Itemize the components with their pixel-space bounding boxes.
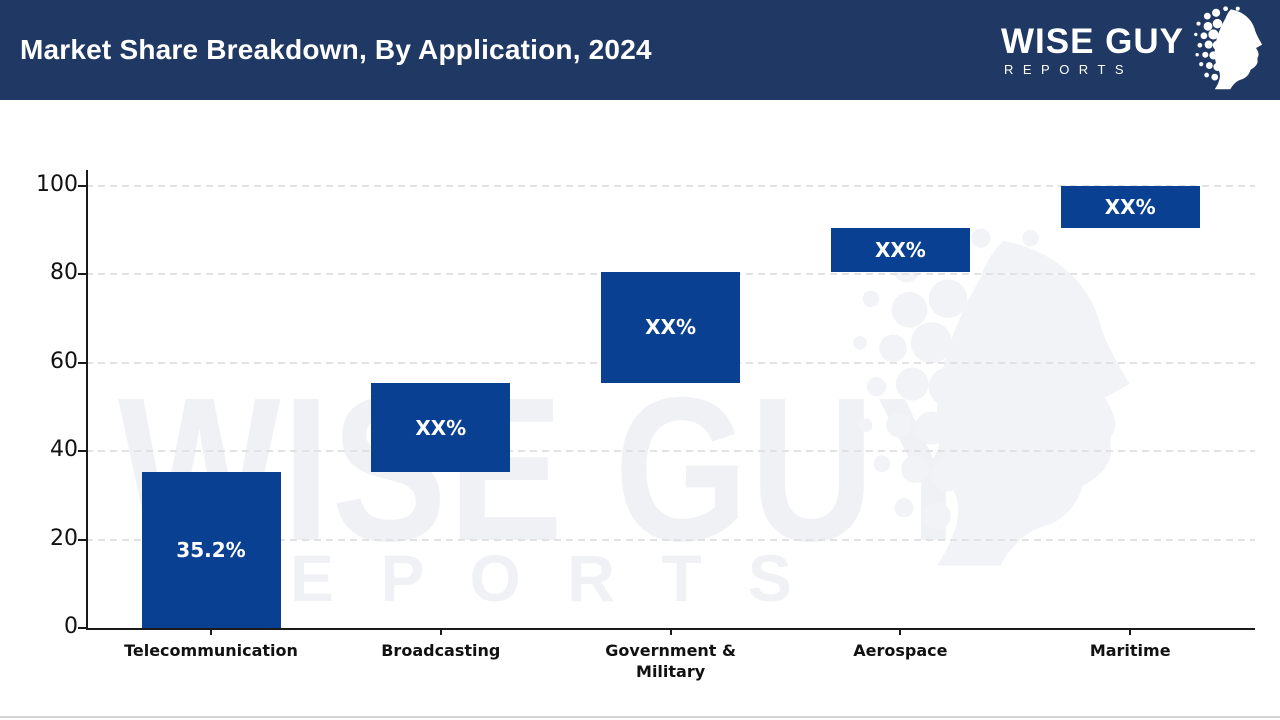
bar-value-label: XX% xyxy=(415,415,467,440)
y-tick-mark xyxy=(78,273,86,276)
bar-government-military: XX% xyxy=(601,271,741,384)
brand-name: WISE GUY xyxy=(1000,21,1184,61)
gridline-100 xyxy=(86,185,1255,187)
y-axis xyxy=(86,170,88,630)
y-tick-label: 40 xyxy=(50,437,78,463)
bar-value-label: 35.2% xyxy=(176,538,246,563)
watermark-reports-text: R E P O R T S xyxy=(196,541,806,615)
x-category-label: Government & Military xyxy=(605,641,736,681)
y-tick-mark xyxy=(78,185,86,187)
brand-logo: WISE GUY REPORTS xyxy=(1001,6,1280,94)
x-category-label: Telecommunication xyxy=(124,641,298,660)
bar-broadcasting: XX% xyxy=(371,383,511,473)
bottom-divider xyxy=(0,716,1280,718)
x-category-label: Aerospace xyxy=(853,641,948,660)
x-tick-mark xyxy=(439,628,442,635)
gridline-20 xyxy=(86,538,1255,541)
x-tick-mark xyxy=(669,628,672,635)
y-tick-label: 80 xyxy=(50,260,78,286)
y-tick-label: 20 xyxy=(50,525,78,551)
x-category-label: Broadcasting xyxy=(381,641,501,660)
x-tick-mark xyxy=(210,628,212,635)
y-tick-mark xyxy=(78,450,86,453)
brand-head-icon xyxy=(1194,6,1263,90)
header: Market Share Breakdown, By Application, … xyxy=(0,0,1280,100)
bar-value-label: XX% xyxy=(1104,195,1156,220)
brand-logo-text: WISE GUY REPORTS xyxy=(1001,24,1184,77)
brand-subtitle: REPORTS xyxy=(1003,61,1134,77)
bar-value-label: XX% xyxy=(874,238,926,263)
bar-maritime: XX% xyxy=(1060,186,1200,229)
y-tick-mark xyxy=(78,627,86,629)
y-tick-label: 0 xyxy=(64,614,78,639)
y-tick-mark xyxy=(78,538,86,541)
x-category-label: Maritime xyxy=(1089,641,1171,660)
page-title: Market Share Breakdown, By Application, … xyxy=(20,34,652,65)
y-tick-mark xyxy=(78,361,86,364)
y-tick-label: 100 xyxy=(36,172,78,197)
bar-telecommunication: 35.2% xyxy=(141,472,281,628)
x-tick-mark xyxy=(899,628,902,635)
y-tick-label: 60 xyxy=(50,348,78,374)
bar-aerospace: XX% xyxy=(830,228,970,272)
x-tick-mark xyxy=(1129,628,1132,635)
x-axis xyxy=(86,628,1255,630)
gridline-40 xyxy=(86,450,1255,453)
bar-value-label: XX% xyxy=(645,315,697,340)
